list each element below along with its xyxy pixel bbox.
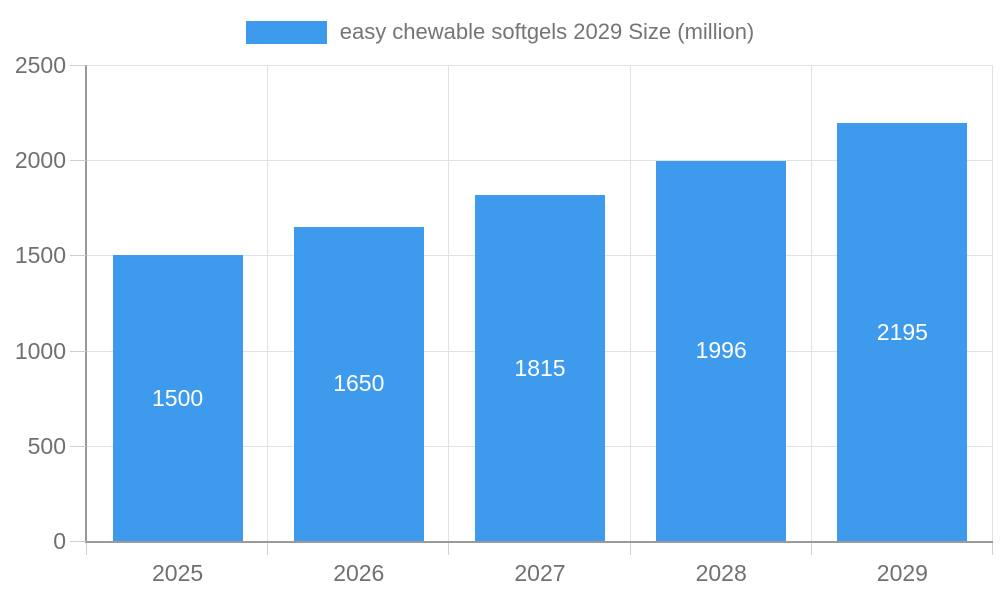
gridline-vertical — [630, 65, 631, 541]
y-axis-label: 1000 — [14, 337, 66, 364]
x-axis-tick — [267, 543, 268, 555]
legend-label: easy chewable softgels 2029 Size (millio… — [339, 19, 755, 44]
bar[interactable]: 1815 — [475, 195, 605, 541]
gridline-vertical — [267, 65, 268, 541]
bar-value-label: 1815 — [514, 354, 566, 381]
gridline-horizontal — [87, 65, 993, 66]
legend-swatch — [245, 20, 327, 44]
y-axis-label: 500 — [27, 432, 66, 459]
y-axis-tick — [70, 65, 86, 66]
x-axis-tick — [630, 543, 631, 555]
y-axis-tick — [70, 446, 86, 447]
x-axis-tick — [811, 543, 812, 555]
y-axis-tick — [70, 160, 86, 161]
bar-value-label: 1500 — [152, 384, 204, 411]
gridline-vertical — [811, 65, 812, 541]
x-axis-label: 2026 — [333, 560, 385, 586]
plot-area: 1500 1650 1815 1996 2195 — [87, 65, 993, 541]
x-axis-tick — [448, 543, 449, 555]
y-axis-label: 2500 — [14, 52, 66, 78]
bar-value-label: 2195 — [876, 318, 928, 345]
chart-legend[interactable]: easy chewable softgels 2029 Size (millio… — [0, 19, 1000, 45]
gridline-vertical — [448, 65, 449, 541]
bar[interactable]: 1996 — [656, 160, 787, 541]
x-axis-label: 2028 — [695, 560, 747, 586]
y-axis-label: 2000 — [14, 147, 66, 174]
y-axis-label: 0 — [53, 528, 66, 554]
y-axis-tick — [70, 255, 86, 256]
bar[interactable]: 2195 — [837, 123, 968, 541]
bar[interactable]: 1650 — [293, 226, 424, 541]
gridline-horizontal — [87, 160, 993, 162]
bar[interactable]: 1500 — [112, 255, 243, 541]
y-axis-label: 1500 — [14, 242, 66, 269]
y-axis-line — [85, 65, 87, 543]
x-axis-label: 2029 — [876, 560, 928, 586]
x-axis-label: 2027 — [514, 560, 566, 586]
y-axis-tick — [70, 541, 86, 542]
bar-value-label: 1650 — [333, 370, 385, 397]
x-axis-label: 2025 — [152, 560, 204, 586]
x-axis-tick — [992, 543, 993, 555]
x-axis-line — [85, 541, 993, 543]
y-axis-tick — [70, 351, 86, 352]
x-axis-tick — [86, 543, 87, 555]
gridline-vertical — [992, 65, 993, 541]
bar-value-label: 1996 — [695, 337, 747, 364]
